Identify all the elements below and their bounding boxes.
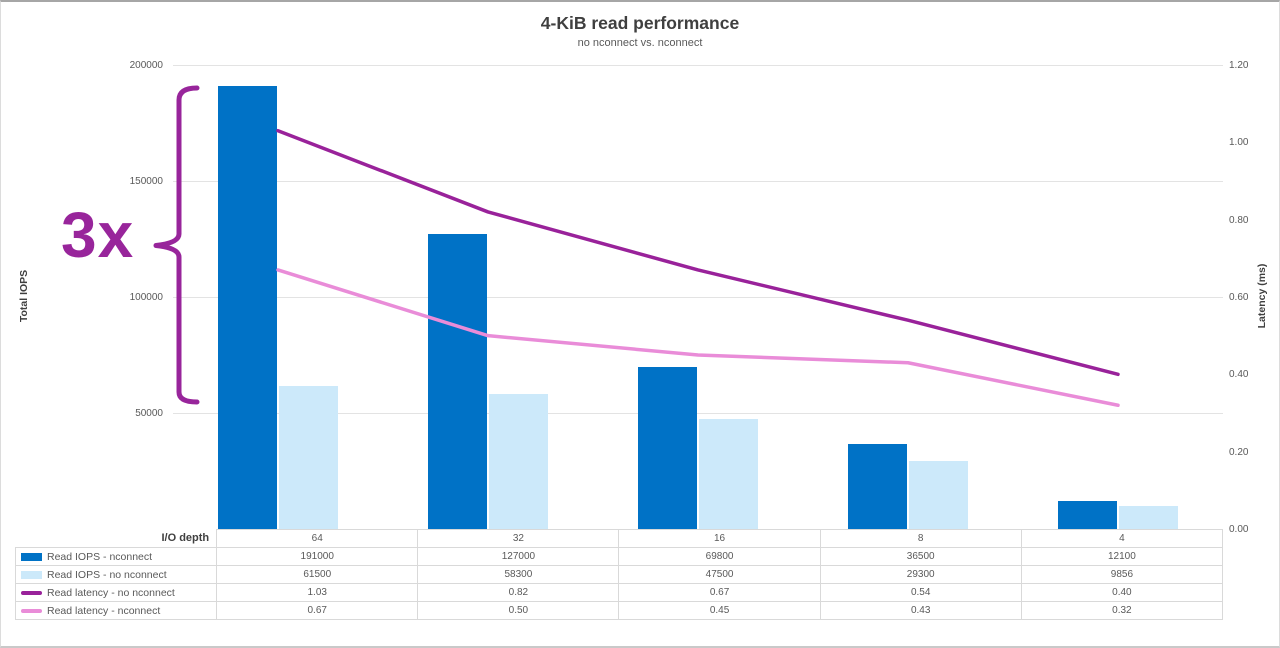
left-axis-tick: 50000 — [135, 408, 163, 419]
bar-nconnect-iodepth-64 — [218, 85, 277, 529]
table-value-cell: 29300 — [819, 565, 1022, 584]
legend-line-swatch-icon — [21, 608, 42, 613]
gridline — [173, 413, 1223, 414]
table-series-label: Read latency - nconnect — [14, 601, 218, 620]
table-series-label: Read IOPS - nconnect — [14, 547, 218, 566]
right-axis-tick: 1.00 — [1229, 137, 1249, 149]
table-value-cell: 1.03 — [216, 583, 419, 602]
gridline — [173, 297, 1223, 298]
table-category-cell: 16 — [618, 529, 821, 548]
table-category-cell: 8 — [819, 529, 1022, 548]
data-table: I/O depth 64 32 16 8 4 Read IOPS - nconnect 191… — [14, 529, 1224, 620]
bar-nconnect-iodepth-16 — [638, 367, 697, 529]
left-axis-tick: 150000 — [129, 176, 163, 187]
legend-bar-swatch-icon — [21, 570, 42, 579]
line-series-layer — [276, 128, 1120, 408]
table-value-cell: 0.32 — [1020, 601, 1224, 620]
bar-nconnect-iodepth-32 — [428, 234, 487, 529]
table-category-cell: 64 — [216, 529, 419, 548]
table-series-row: Read IOPS - no nconnect 61500 58300 47500 29… — [14, 565, 1224, 584]
table-value-cell: 47500 — [618, 565, 821, 584]
table-series-row: Read latency - nconnect 0.67 0.50 0.45 0.43 0… — [14, 601, 1224, 620]
table-value-cell: 36500 — [819, 547, 1022, 566]
right-axis-tick: 0.40 — [1229, 369, 1249, 381]
table-corner-x-field: I/O depth — [15, 529, 218, 548]
table-value-cell: 0.54 — [819, 583, 1022, 602]
table-value-cell: 0.67 — [216, 601, 419, 620]
right-axis-tick: 0.80 — [1229, 214, 1249, 226]
bar-no-nconnect-iodepth-32 — [489, 393, 548, 529]
chart-title: 4-KiB read performance — [540, 13, 740, 33]
table-series-label: Read IOPS - no nconnect — [14, 565, 218, 584]
table-value-cell: 0.40 — [1020, 583, 1224, 602]
table-value-cell: 0.82 — [417, 583, 620, 602]
table-value-cell: 58300 — [417, 565, 620, 584]
table-value-cell: 61500 — [216, 565, 419, 584]
right-axis-tick: 1.20 — [1229, 60, 1249, 71]
legend-line-swatch-icon — [21, 590, 42, 595]
table-value-cell: 0.43 — [819, 601, 1022, 620]
table-value-cell: 191000 — [216, 547, 419, 566]
bar-no-nconnect-iodepth-16 — [699, 418, 758, 529]
gridline — [173, 181, 1223, 182]
left-axis-tick: 200000 — [129, 60, 163, 71]
annotation-brace-icon — [153, 85, 200, 405]
chart-subtitle: no nconnect vs. nconnect — [577, 37, 703, 49]
gridline — [173, 65, 1223, 66]
right-axis-tick: 0.00 — [1229, 524, 1249, 535]
table-category-cell: 4 — [1020, 529, 1224, 548]
legend-bar-swatch-icon — [21, 552, 42, 561]
table-value-cell: 0.45 — [618, 601, 821, 620]
table-series-label: Read latency - no nconnect — [14, 583, 218, 602]
line-read-latency-no-nconnect — [276, 128, 1120, 377]
left-axis-tick: 100000 — [129, 292, 163, 303]
right-axis-tick: 0.20 — [1229, 446, 1249, 458]
bar-no-nconnect-iodepth-8 — [909, 461, 968, 529]
table-value-cell: 12100 — [1020, 547, 1224, 566]
bar-no-nconnect-iodepth-64 — [279, 386, 338, 529]
annotation-3x-label: 3x — [61, 199, 135, 271]
right-axis-tick: 0.60 — [1229, 292, 1249, 303]
line-read-latency-nconnect — [276, 268, 1120, 408]
table-category-cell: 32 — [417, 529, 620, 548]
table-value-cell: 69800 — [618, 547, 821, 566]
table-series-row: Read IOPS - nconnect 191000 127000 69800 365… — [14, 547, 1224, 566]
table-value-cell: 127000 — [417, 547, 620, 566]
bar-nconnect-iodepth-8 — [848, 444, 907, 529]
table-value-cell: 0.50 — [417, 601, 620, 620]
bar-nconnect-iodepth-4 — [1058, 500, 1117, 529]
table-value-cell: 0.67 — [618, 583, 821, 602]
plot-area — [173, 65, 1223, 529]
bar-no-nconnect-iodepth-4 — [1119, 506, 1178, 529]
left-axis-title: Total IOPS — [18, 269, 30, 323]
table-header-row: I/O depth 64 32 16 8 4 — [15, 529, 1224, 548]
table-series-row: Read latency - no nconnect 1.03 0.82 0.67 0.… — [14, 583, 1224, 602]
right-axis-title: Latency (ms) — [1256, 263, 1268, 329]
table-value-cell: 9856 — [1020, 565, 1224, 584]
